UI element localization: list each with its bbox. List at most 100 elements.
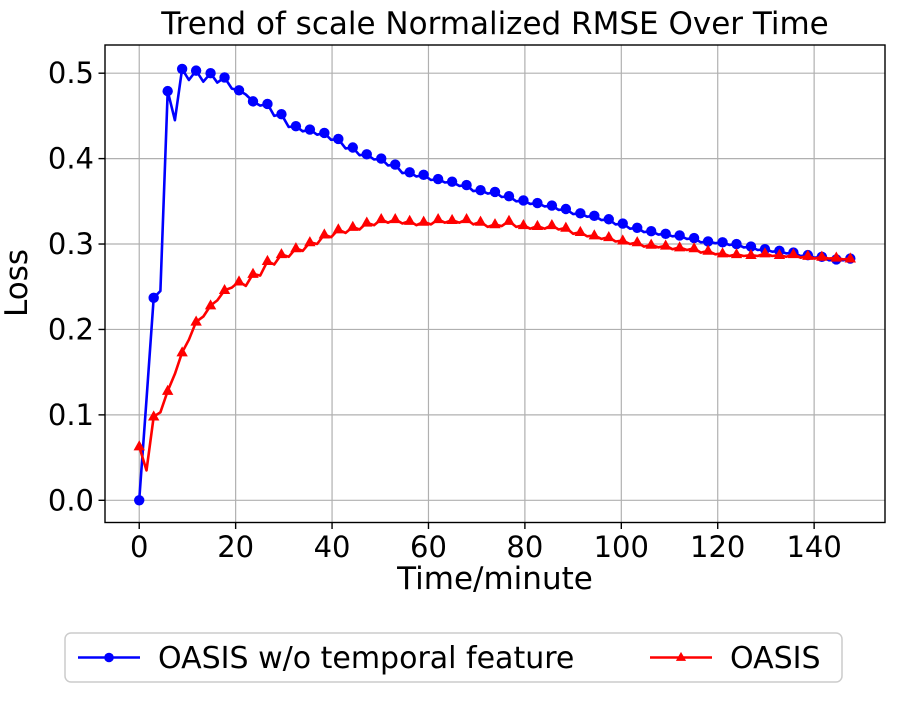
data-point-triangle-icon — [389, 213, 401, 224]
data-point-circle-icon — [319, 127, 330, 139]
data-point-triangle-icon — [617, 234, 629, 245]
data-point-circle-icon — [503, 190, 515, 202]
data-point-triangle-icon — [531, 219, 544, 230]
data-point-circle-icon — [575, 208, 586, 219]
data-point-triangle-icon — [432, 213, 444, 224]
data-point-triangle-icon — [517, 219, 530, 230]
data-point-circle-icon — [603, 214, 614, 225]
x-axis-label: Time/minute — [396, 561, 593, 597]
data-point-triangle-icon — [446, 213, 458, 225]
data-point-triangle-icon — [133, 440, 145, 451]
data-point-circle-icon — [333, 133, 344, 145]
data-point-triangle-icon — [290, 242, 302, 253]
data-point-triangle-icon — [716, 247, 729, 258]
data-point-circle-icon — [532, 197, 543, 209]
data-point-circle-icon — [134, 495, 145, 506]
x-tick-label: 100 — [594, 530, 649, 564]
data-point-circle-icon — [731, 238, 742, 250]
legend-triangle-marker-icon — [675, 651, 687, 661]
data-point-triangle-icon — [659, 239, 672, 250]
plot-area — [105, 45, 885, 523]
data-point-triangle-icon — [588, 229, 601, 240]
data-point-circle-icon — [233, 85, 245, 96]
data-point-triangle-icon — [574, 225, 587, 236]
y-axis-label: Loss — [0, 249, 35, 317]
data-point-triangle-icon — [773, 248, 786, 260]
data-point-circle-icon — [418, 169, 429, 181]
data-point-triangle-icon — [816, 250, 828, 261]
data-point-triangle-icon — [503, 214, 515, 225]
data-point-triangle-icon — [332, 223, 345, 234]
data-point-circle-icon — [617, 218, 628, 229]
y-tick-label: 0.0 — [48, 483, 94, 517]
data-point-triangle-icon — [375, 213, 387, 224]
data-point-triangle-icon — [474, 215, 487, 226]
data-point-triangle-icon — [802, 249, 814, 260]
data-point-circle-icon — [432, 173, 444, 185]
data-point-circle-icon — [205, 67, 216, 79]
data-point-triangle-icon — [489, 218, 501, 229]
data-point-triangle-icon — [417, 215, 430, 226]
data-point-circle-icon — [717, 237, 728, 248]
data-point-triangle-icon — [745, 248, 757, 260]
data-point-triangle-icon — [218, 283, 231, 295]
data-point-triangle-icon — [546, 219, 558, 230]
triangle-markers — [133, 213, 856, 451]
x-tick-label: 120 — [690, 530, 745, 564]
x-tick-label: 140 — [786, 530, 841, 564]
data-point-circle-icon — [190, 65, 202, 76]
data-point-circle-icon — [404, 167, 415, 178]
data-point-circle-icon — [645, 226, 657, 237]
data-point-triangle-icon — [361, 216, 373, 227]
data-point-circle-icon — [390, 159, 401, 170]
data-point-triangle-icon — [702, 244, 714, 255]
data-point-triangle-icon — [190, 315, 202, 326]
data-point-circle-icon — [219, 72, 230, 83]
data-point-circle-icon — [461, 179, 472, 191]
x-tick-label: 0 — [130, 530, 148, 564]
data-point-triangle-icon — [275, 248, 288, 259]
data-point-circle-icon — [632, 222, 643, 233]
data-point-circle-icon — [745, 241, 757, 252]
data-point-triangle-icon — [176, 346, 188, 357]
x-tick-label: 20 — [217, 530, 254, 564]
data-point-triangle-icon — [673, 241, 686, 252]
legend-entry-oasis: OASIS — [650, 641, 821, 676]
y-tick-label: 0.2 — [48, 312, 94, 346]
grid-lines — [105, 45, 885, 523]
data-point-circle-icon — [660, 228, 671, 239]
data-point-triangle-icon — [759, 247, 771, 258]
data-point-circle-icon — [560, 203, 572, 215]
data-point-triangle-icon — [204, 299, 217, 310]
data-point-circle-icon — [674, 230, 685, 241]
legend-label: OASIS w/o temporal feature — [158, 641, 574, 676]
data-point-circle-icon — [290, 120, 302, 132]
data-point-circle-icon — [376, 153, 387, 164]
data-point-circle-icon — [702, 236, 714, 247]
data-point-triangle-icon — [304, 236, 316, 247]
data-point-triangle-icon — [830, 251, 843, 262]
data-point-circle-icon — [276, 108, 287, 120]
data-point-circle-icon — [688, 232, 700, 244]
plot-border — [104, 44, 886, 524]
data-point-triangle-icon — [844, 252, 856, 263]
data-point-triangle-icon — [233, 275, 245, 286]
legend-label: OASIS — [730, 641, 821, 676]
data-point-circle-icon — [361, 149, 372, 160]
tick-marks — [98, 72, 815, 529]
data-point-triangle-icon — [560, 221, 572, 232]
data-point-triangle-icon — [261, 254, 274, 266]
x-tick-label: 80 — [506, 530, 543, 564]
y-tick-label: 0.4 — [48, 142, 94, 176]
data-point-circle-icon — [518, 195, 529, 206]
data-point-circle-icon — [176, 63, 188, 75]
data-point-circle-icon — [247, 96, 259, 107]
data-point-circle-icon — [446, 176, 458, 187]
chart-title: Trend of scale Normalized RMSE Over Time — [160, 6, 829, 42]
data-point-circle-icon — [589, 210, 600, 222]
data-point-triangle-icon — [631, 236, 643, 247]
data-point-triangle-icon — [460, 213, 473, 224]
legend-box — [64, 632, 843, 683]
legend: OASIS w/o temporal feature OASIS — [64, 632, 843, 683]
